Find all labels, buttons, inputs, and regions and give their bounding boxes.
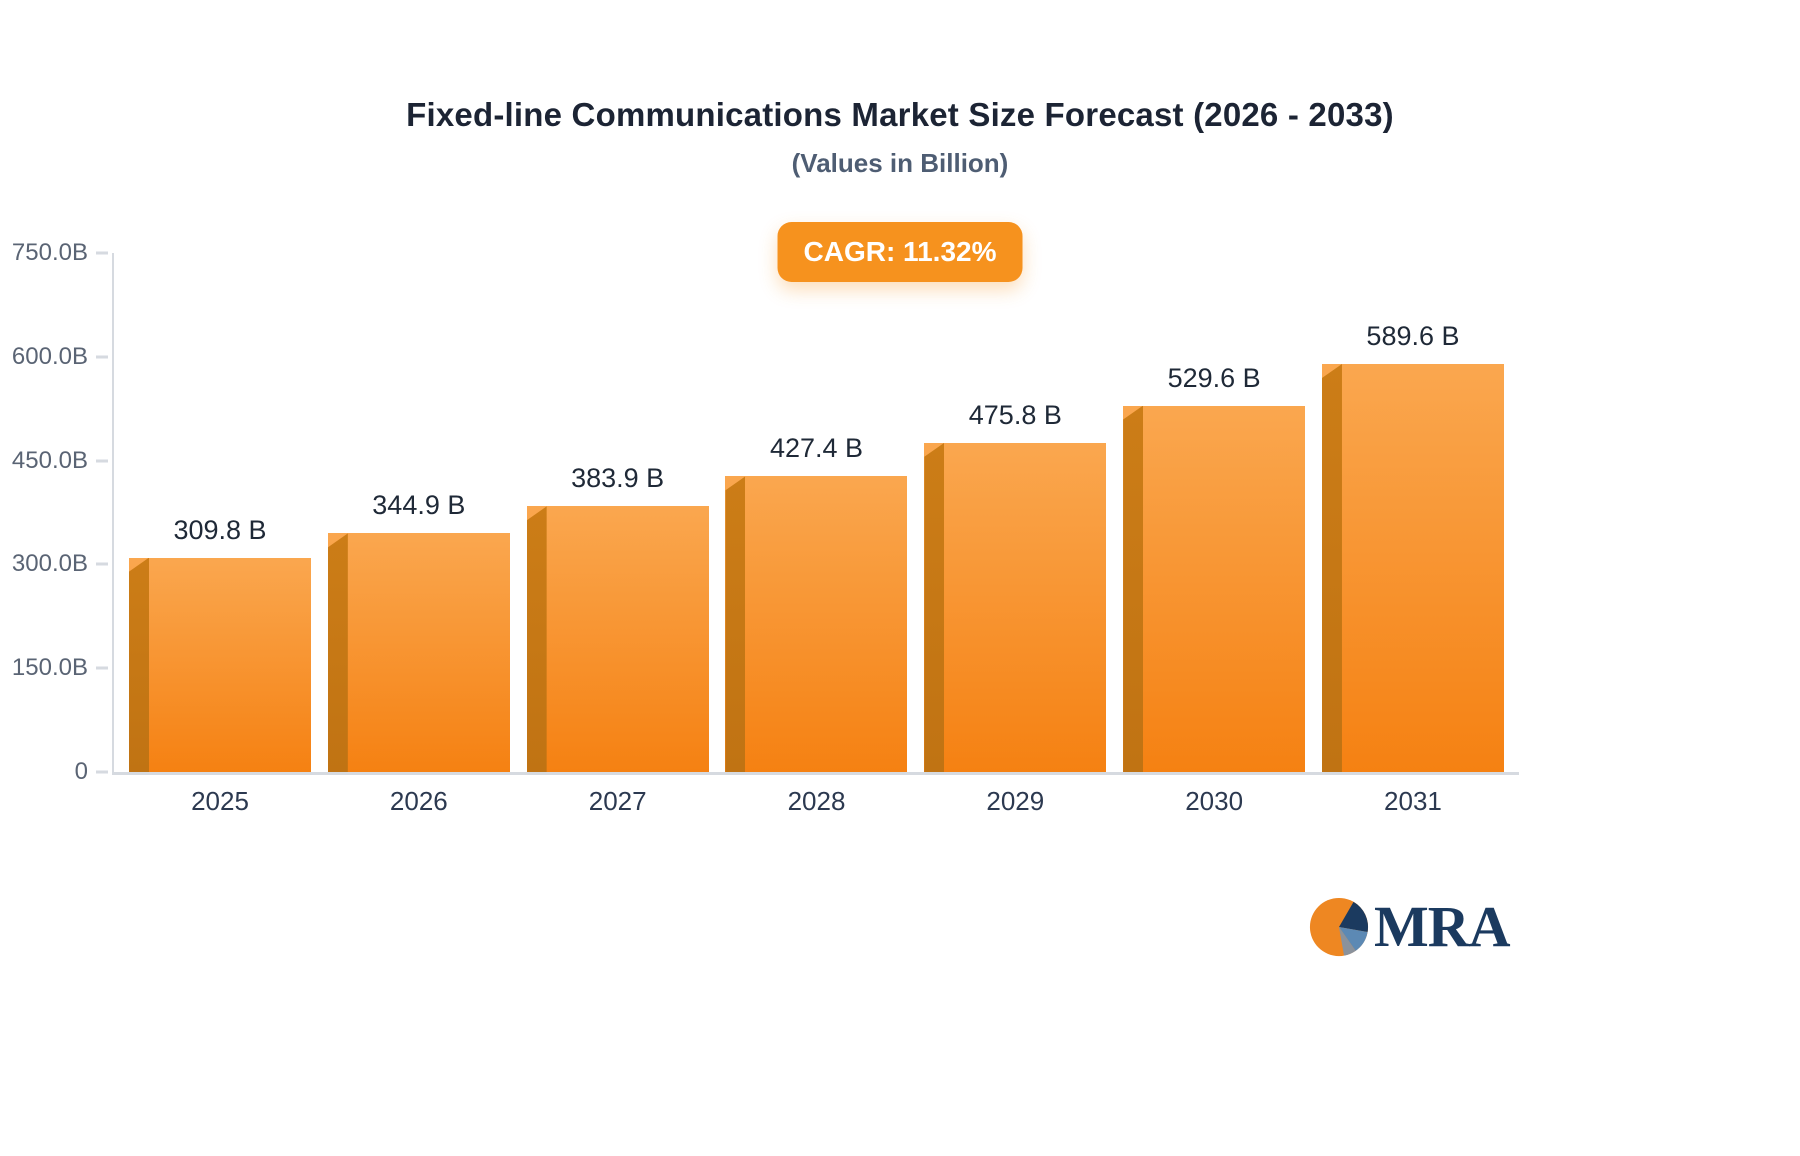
bar-value-label: 529.6 B (1167, 362, 1261, 393)
y-axis-tick-mark (96, 459, 108, 463)
x-axis-labels: 2025 2026 2027 2028 2029 2030 2031 (114, 786, 1519, 817)
brand-logo: MRA (1308, 894, 1511, 959)
bar-side-face (1321, 364, 1342, 772)
bar-front-face (924, 442, 1107, 772)
bars-layer: 309.8 B 344.9 B 383.9 B 427.4 B 475.8 B 529.6… (114, 253, 1519, 772)
brand-logo-icon (1309, 897, 1369, 957)
y-axis-tick-label: 600.0B (11, 342, 88, 370)
bar-group: 427.4 B (725, 433, 908, 772)
x-axis-label: 2026 (389, 786, 448, 816)
bar-front-face (725, 476, 908, 772)
y-axis-tick-mark (96, 355, 108, 359)
y-axis-tick-label: 450.0B (11, 446, 88, 474)
bar-value-label: 589.6 B (1366, 321, 1460, 351)
bar-side-face (526, 506, 547, 772)
y-axis-tick-label: 300.0B (11, 550, 88, 578)
y-axis-tick-mark (96, 666, 108, 670)
brand-logo-text: MRA (1374, 894, 1511, 959)
y-axis-tick-label: 750.0B (11, 239, 88, 266)
bar-front-face (327, 533, 510, 772)
y-axis-tick-mark (96, 562, 108, 566)
page-subtitle: (Values in Billion) (791, 148, 1009, 178)
y-axis-tick-label: 0 (74, 758, 88, 785)
bar-group: 475.8 B (924, 400, 1107, 772)
bar-value-label: 383.9 B (571, 463, 665, 494)
cagr-badge: CAGR: 11.32% (777, 222, 1023, 282)
bar-value-label: 344.9 B (372, 490, 466, 521)
bar-side-face (924, 442, 945, 772)
bar-group: 529.6 B (1123, 363, 1306, 772)
bar-front-face (129, 557, 311, 772)
bar-group: 383.9 B (526, 463, 709, 772)
x-axis-label: 2028 (787, 786, 846, 816)
y-axis-tick-mark (96, 251, 108, 255)
page-title: Fixed-line Communications Market Size Fo… (406, 96, 1394, 133)
bar-side-face (1123, 405, 1144, 772)
bar-front-face (1321, 364, 1504, 772)
y-axis-tick-label: 150.0B (11, 654, 88, 682)
x-axis-label: 2030 (1185, 786, 1244, 816)
bar-side-face (327, 533, 348, 772)
y-axis-tick-mark (96, 770, 108, 774)
bar-front-face (1123, 405, 1306, 772)
x-axis-label: 2027 (588, 786, 647, 816)
bar-value-label: 475.8 B (968, 399, 1062, 430)
bar-front-face (526, 506, 709, 772)
x-axis-label: 2025 (191, 786, 249, 816)
bar-group: 344.9 B (327, 490, 510, 772)
x-axis-label: 2031 (1384, 786, 1442, 816)
x-axis-label: 2029 (986, 786, 1045, 816)
bar-value-label: 427.4 B (769, 433, 864, 464)
bar-side-face (129, 557, 149, 772)
bar-group: 589.6 B (1321, 321, 1504, 772)
bar-group: 309.8 B (129, 515, 311, 772)
bar-side-face (725, 476, 746, 772)
bar-value-label: 309.8 B (173, 514, 267, 545)
